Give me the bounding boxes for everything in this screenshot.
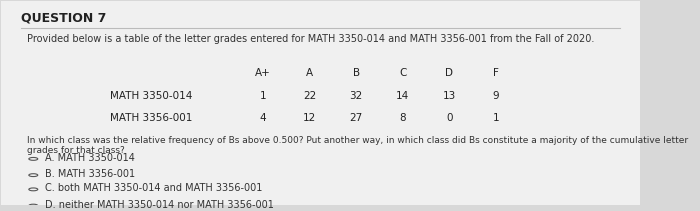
Text: A. MATH 3350-014: A. MATH 3350-014 [45,153,134,163]
Text: B. MATH 3356-001: B. MATH 3356-001 [45,169,135,179]
Text: 27: 27 [349,113,363,123]
Text: 22: 22 [303,91,316,101]
FancyBboxPatch shape [1,1,640,205]
Text: C. both MATH 3350-014 and MATH 3356-001: C. both MATH 3350-014 and MATH 3356-001 [45,183,262,193]
Text: 0: 0 [446,113,453,123]
Text: MATH 3356-001: MATH 3356-001 [110,113,192,123]
Text: QUESTION 7: QUESTION 7 [20,12,106,24]
Text: 12: 12 [303,113,316,123]
Text: D: D [445,68,454,78]
Text: 8: 8 [400,113,406,123]
Text: MATH 3350-014: MATH 3350-014 [110,91,192,101]
Text: 1: 1 [493,113,499,123]
Text: 9: 9 [493,91,499,101]
Text: 13: 13 [442,91,456,101]
Text: A+: A+ [256,68,271,78]
Text: 32: 32 [349,91,363,101]
Text: In which class was the relative frequency of Bs above 0.500? Put another way, in: In which class was the relative frequenc… [27,135,688,155]
Text: B: B [353,68,360,78]
Text: F: F [493,68,499,78]
Text: 14: 14 [396,91,410,101]
Text: 1: 1 [260,91,266,101]
Text: D. neither MATH 3350-014 nor MATH 3356-001: D. neither MATH 3350-014 nor MATH 3356-0… [45,200,274,210]
Text: C: C [399,68,407,78]
Text: 4: 4 [260,113,266,123]
Text: A: A [306,68,313,78]
Text: Provided below is a table of the letter grades entered for MATH 3350-014 and MAT: Provided below is a table of the letter … [27,34,594,44]
